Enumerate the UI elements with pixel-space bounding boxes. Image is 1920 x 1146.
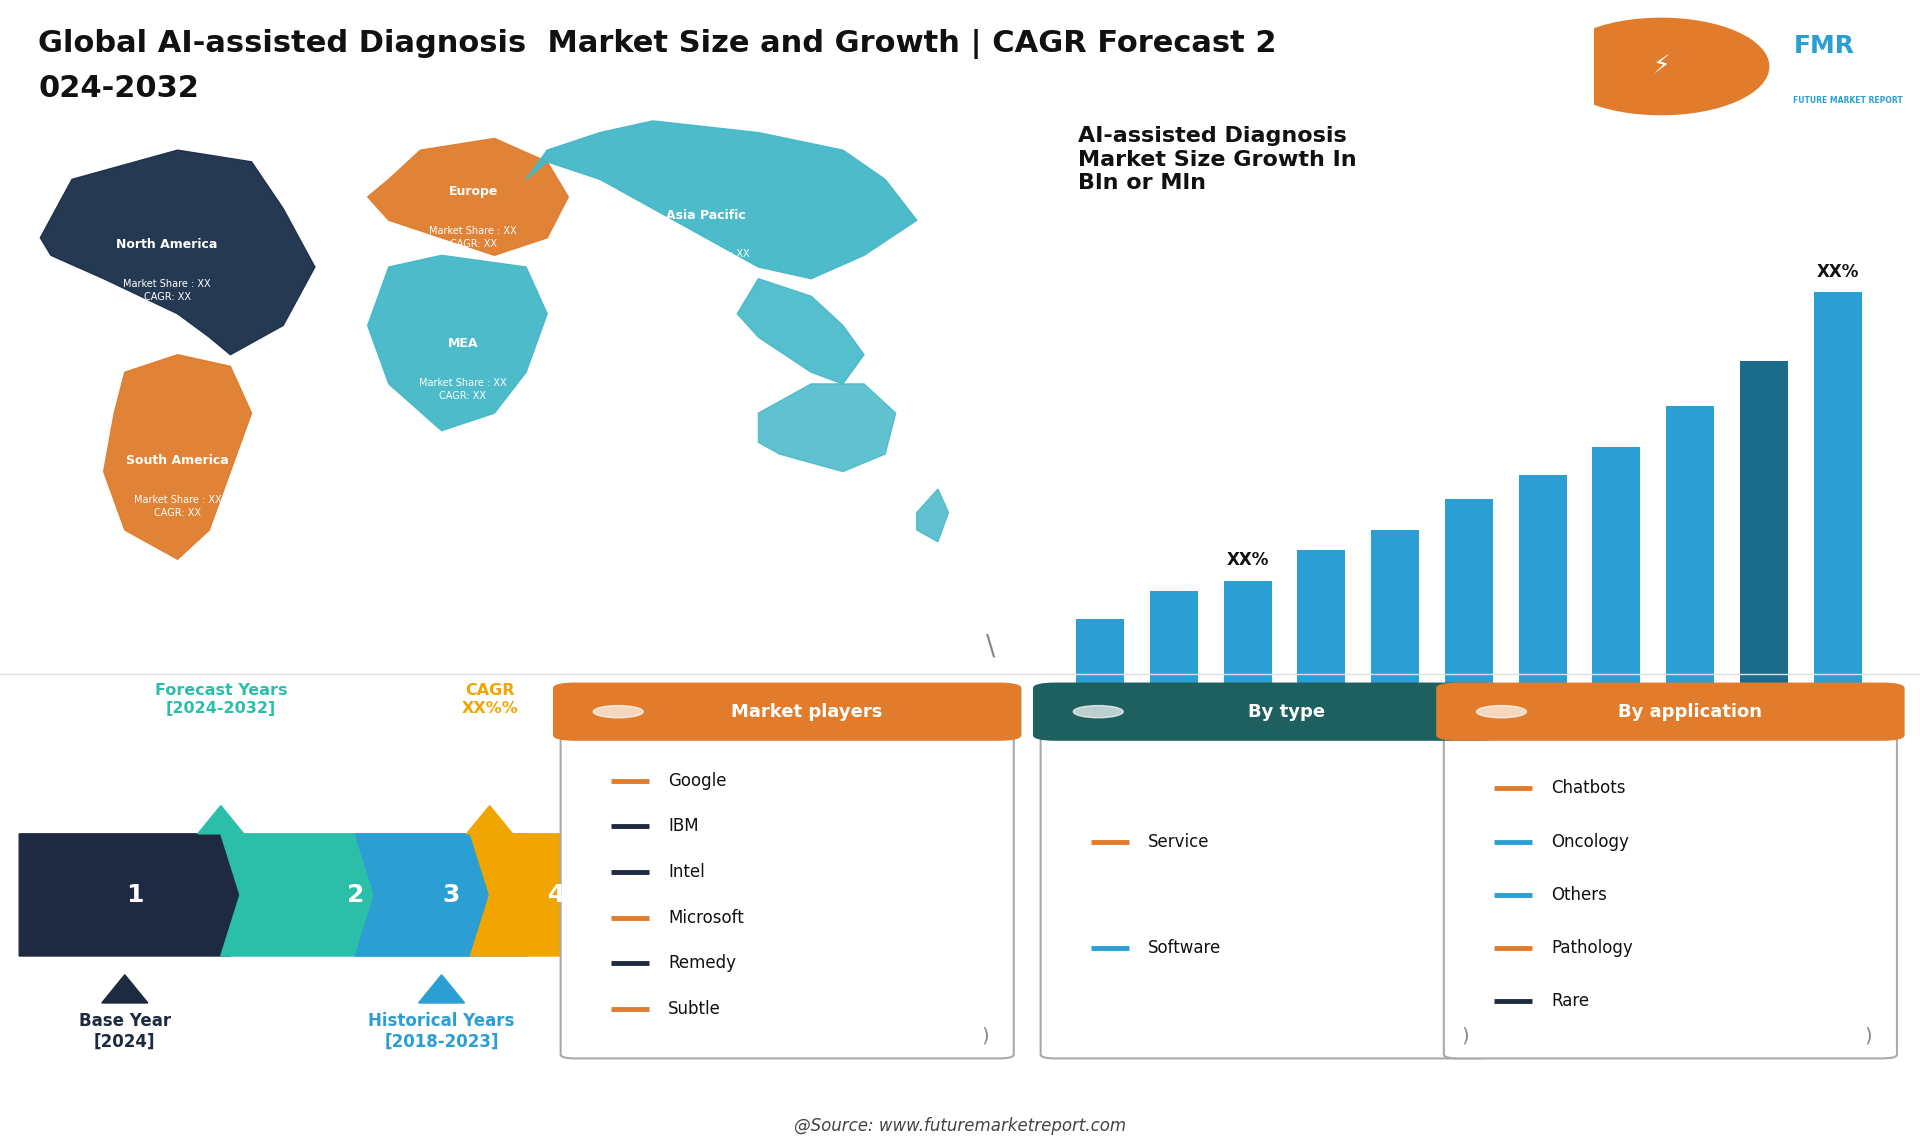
Text: 3: 3 <box>442 882 461 906</box>
Circle shape <box>1476 706 1526 717</box>
Text: 024-2032: 024-2032 <box>38 74 200 103</box>
FancyBboxPatch shape <box>1444 731 1897 1059</box>
Text: Historical Years
[2018-2023]: Historical Years [2018-2023] <box>369 1012 515 1051</box>
Text: FUTURE MARKET REPORT: FUTURE MARKET REPORT <box>1793 96 1903 105</box>
Polygon shape <box>526 121 918 278</box>
Text: IBM: IBM <box>668 817 699 835</box>
Text: Base Year
[2024]: Base Year [2024] <box>79 1012 171 1051</box>
Text: 2027: 2027 <box>1450 715 1488 729</box>
Text: Intel: Intel <box>668 863 705 881</box>
Text: 2030: 2030 <box>1670 715 1709 729</box>
Text: Service: Service <box>1148 833 1210 850</box>
Text: South America: South America <box>127 454 228 468</box>
Text: AI-assisted Diagnosis
Market Size Growth In
Bln or Mln: AI-assisted Diagnosis Market Size Growth… <box>1077 126 1357 193</box>
Text: 2028: 2028 <box>1523 715 1563 729</box>
Text: Others: Others <box>1551 886 1607 904</box>
Text: Europe: Europe <box>449 186 497 198</box>
Text: Market Share : XX
CAGR: XX: Market Share : XX CAGR: XX <box>419 378 507 401</box>
Circle shape <box>593 706 643 717</box>
Polygon shape <box>419 975 465 1003</box>
Bar <box>1592 447 1640 688</box>
FancyBboxPatch shape <box>1436 683 1905 740</box>
Text: ⚡: ⚡ <box>1653 55 1670 78</box>
Polygon shape <box>198 806 244 834</box>
Text: Google: Google <box>668 771 726 790</box>
Text: Market Share : XX
CAGR: XX: Market Share : XX CAGR: XX <box>430 226 516 250</box>
Text: FMR: FMR <box>1793 34 1855 57</box>
Text: Market players: Market players <box>732 702 881 721</box>
Polygon shape <box>355 834 566 956</box>
Text: 2023: 2023 <box>1154 715 1192 729</box>
Text: 2: 2 <box>346 882 365 906</box>
Text: Rare: Rare <box>1551 992 1590 1011</box>
Text: 2029: 2029 <box>1597 715 1636 729</box>
Text: Market Share : XX
CAGR: XX: Market Share : XX CAGR: XX <box>662 250 749 273</box>
Text: Subtle: Subtle <box>668 1000 722 1018</box>
Text: 2031: 2031 <box>1745 715 1784 729</box>
FancyBboxPatch shape <box>561 731 1014 1059</box>
Bar <box>1223 581 1271 688</box>
Bar <box>1814 292 1862 688</box>
Text: ): ) <box>1864 1027 1872 1045</box>
Bar <box>1740 361 1788 688</box>
Text: XX%: XX% <box>1227 551 1269 570</box>
Bar <box>1150 591 1198 688</box>
Text: 2026: 2026 <box>1375 715 1415 729</box>
Text: By type: By type <box>1248 702 1325 721</box>
Polygon shape <box>19 834 269 956</box>
Bar <box>1667 406 1715 688</box>
Text: By application: By application <box>1617 702 1763 721</box>
Bar <box>1519 474 1567 688</box>
Polygon shape <box>737 278 864 384</box>
Circle shape <box>1073 706 1123 717</box>
Text: ): ) <box>981 1027 989 1045</box>
Text: Chatbots: Chatbots <box>1551 779 1626 798</box>
Text: Market Share : XX
CAGR: XX: Market Share : XX CAGR: XX <box>134 495 221 518</box>
Polygon shape <box>221 834 509 956</box>
Text: Forecast Years
[2024-2032]: Forecast Years [2024-2032] <box>154 683 288 716</box>
Polygon shape <box>369 139 568 256</box>
Text: Oncology: Oncology <box>1551 833 1630 850</box>
Bar <box>1371 529 1419 688</box>
Bar <box>1298 550 1346 688</box>
Polygon shape <box>369 256 547 431</box>
Polygon shape <box>104 355 252 559</box>
Text: North America: North America <box>117 238 217 251</box>
Polygon shape <box>102 975 148 1003</box>
Text: \: \ <box>987 633 995 661</box>
Circle shape <box>1553 18 1768 115</box>
Bar <box>1075 619 1123 688</box>
Text: 2024: 2024 <box>1229 715 1267 729</box>
Text: MEA: MEA <box>447 337 478 351</box>
Text: Microsoft: Microsoft <box>668 909 743 927</box>
Text: CAGR
XX%%: CAGR XX%% <box>461 683 518 716</box>
Polygon shape <box>470 834 643 956</box>
Bar <box>1446 499 1492 688</box>
Text: @Source: www.futuremarketreport.com: @Source: www.futuremarketreport.com <box>795 1116 1125 1135</box>
Text: 2025: 2025 <box>1302 715 1340 729</box>
FancyBboxPatch shape <box>1041 731 1494 1059</box>
Text: 2022: 2022 <box>1081 715 1119 729</box>
Text: Global AI-assisted Diagnosis  Market Size and Growth | CAGR Forecast 2: Global AI-assisted Diagnosis Market Size… <box>38 29 1277 58</box>
Polygon shape <box>467 806 513 834</box>
Text: Market Share : XX
CAGR: XX: Market Share : XX CAGR: XX <box>123 278 211 301</box>
Text: 1: 1 <box>125 882 144 906</box>
Text: ): ) <box>1461 1027 1469 1045</box>
Polygon shape <box>40 150 315 355</box>
Text: 4: 4 <box>547 882 566 906</box>
Text: 2032: 2032 <box>1818 715 1857 729</box>
FancyBboxPatch shape <box>1033 683 1501 740</box>
Text: Pathology: Pathology <box>1551 940 1634 957</box>
Text: Remedy: Remedy <box>668 955 735 972</box>
FancyBboxPatch shape <box>553 683 1021 740</box>
Polygon shape <box>758 384 897 472</box>
Text: Asia Pacific: Asia Pacific <box>666 209 745 221</box>
Text: Software: Software <box>1148 940 1221 957</box>
Text: XX%: XX% <box>1816 262 1859 281</box>
Polygon shape <box>918 489 948 542</box>
